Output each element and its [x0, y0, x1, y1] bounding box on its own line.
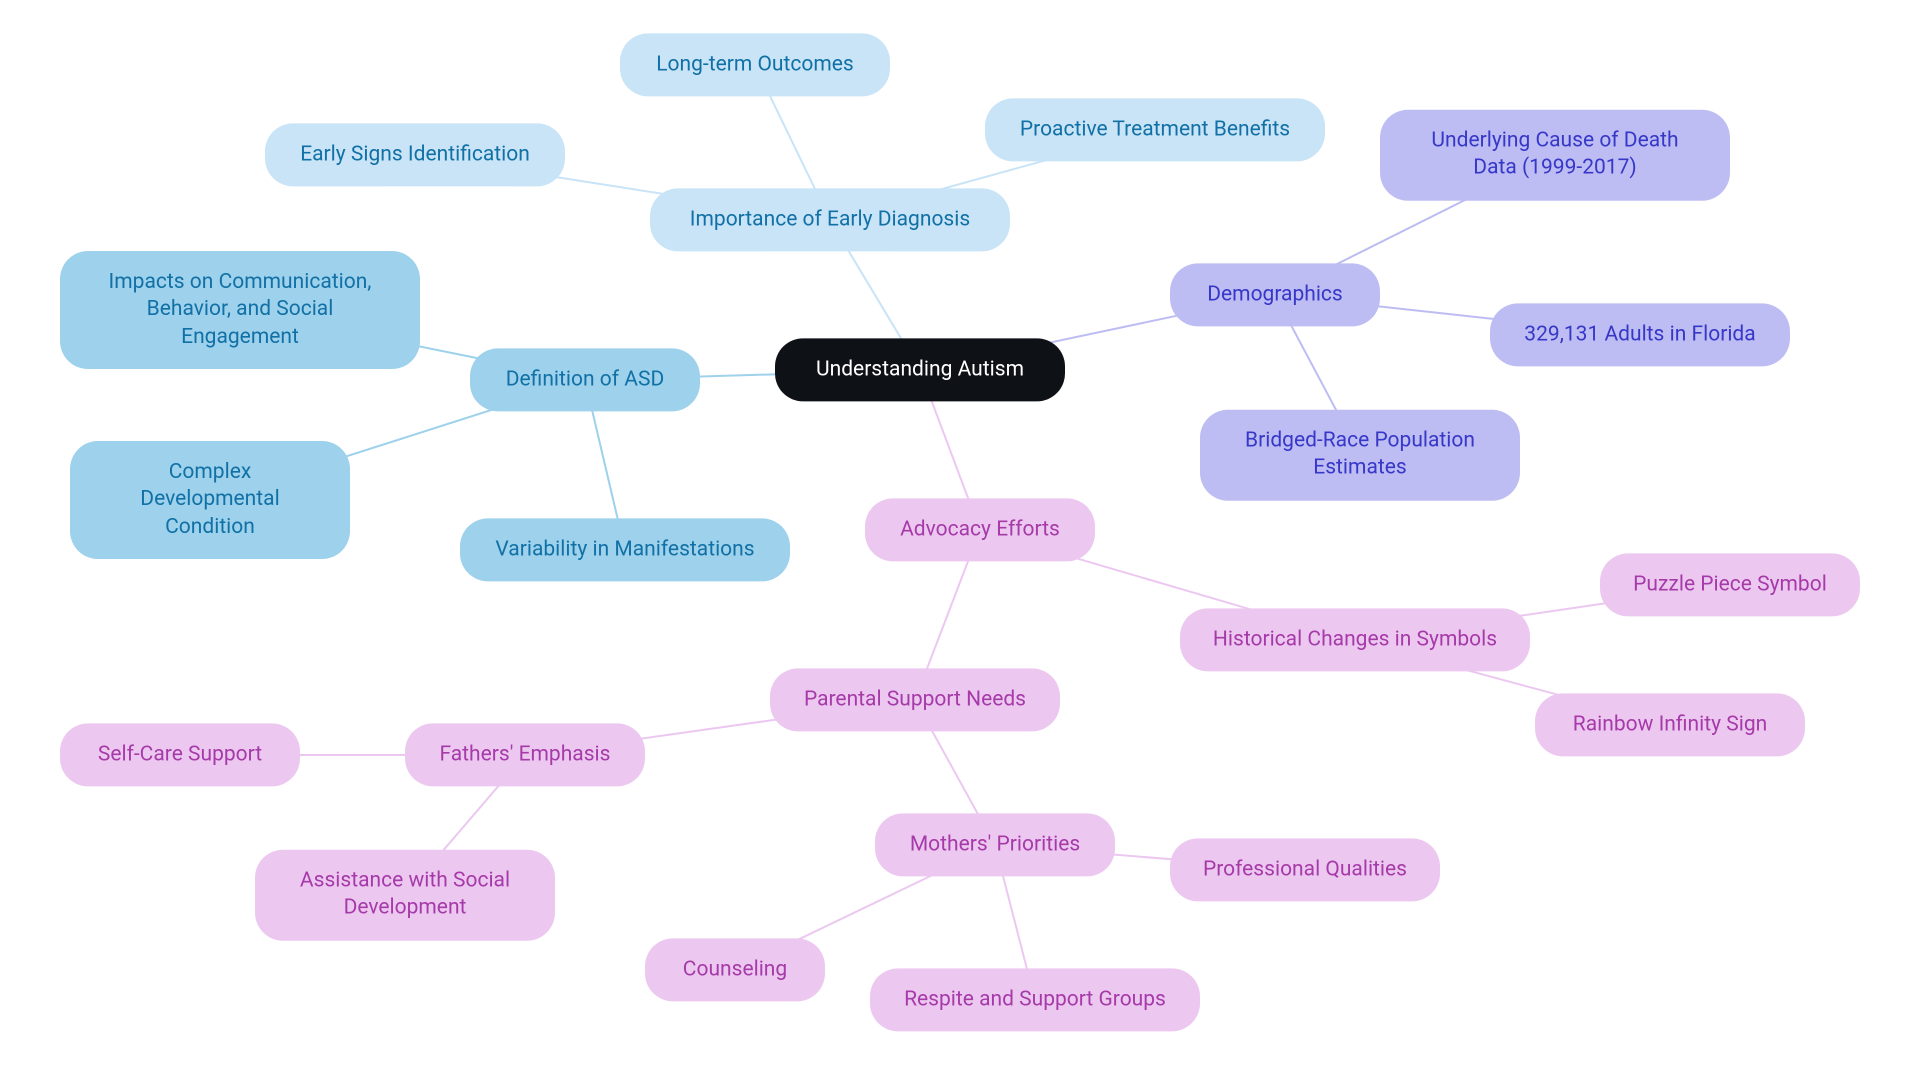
node-def_var: Variability in Manifestations — [460, 518, 790, 581]
node-demo_cause: Underlying Cause of Death Data (1999-201… — [1380, 110, 1730, 201]
node-mothers: Mothers' Priorities — [875, 813, 1115, 876]
node-adv_puzzle: Puzzle Piece Symbol — [1600, 553, 1860, 616]
node-fathers_self: Self-Care Support — [60, 723, 300, 786]
node-mothers_respite: Respite and Support Groups — [870, 968, 1200, 1031]
node-def_complex: Complex Developmental Condition — [70, 441, 350, 559]
node-mothers_prof: Professional Qualities — [1170, 838, 1440, 901]
node-fathers: Fathers' Emphasis — [405, 723, 645, 786]
node-early_signs: Early Signs Identification — [265, 123, 565, 186]
node-adv_rainbow: Rainbow Infinity Sign — [1535, 693, 1805, 756]
node-early: Importance of Early Diagnosis — [650, 188, 1010, 251]
node-root: Understanding Autism — [775, 338, 1065, 401]
mindmap-canvas: Understanding Autism Definition of ASD Imp… — [0, 0, 1920, 1083]
node-demo: Demographics — [1170, 263, 1380, 326]
node-demo_bridged: Bridged-Race Population Estimates — [1200, 410, 1520, 501]
node-early_proactive: Proactive Treatment Benefits — [985, 98, 1325, 161]
node-def: Definition of ASD — [470, 348, 700, 411]
node-adv_hist: Historical Changes in Symbols — [1180, 608, 1530, 671]
node-parent: Parental Support Needs — [770, 668, 1060, 731]
node-early_long: Long-term Outcomes — [620, 33, 890, 96]
node-fathers_social: Assistance with Social Development — [255, 850, 555, 941]
node-mothers_counsel: Counseling — [645, 938, 825, 1001]
node-demo_adults: 329,131 Adults in Florida — [1490, 303, 1790, 366]
node-adv: Advocacy Efforts — [865, 498, 1095, 561]
node-def_impacts: Impacts on Communication, Behavior, and … — [60, 251, 420, 369]
